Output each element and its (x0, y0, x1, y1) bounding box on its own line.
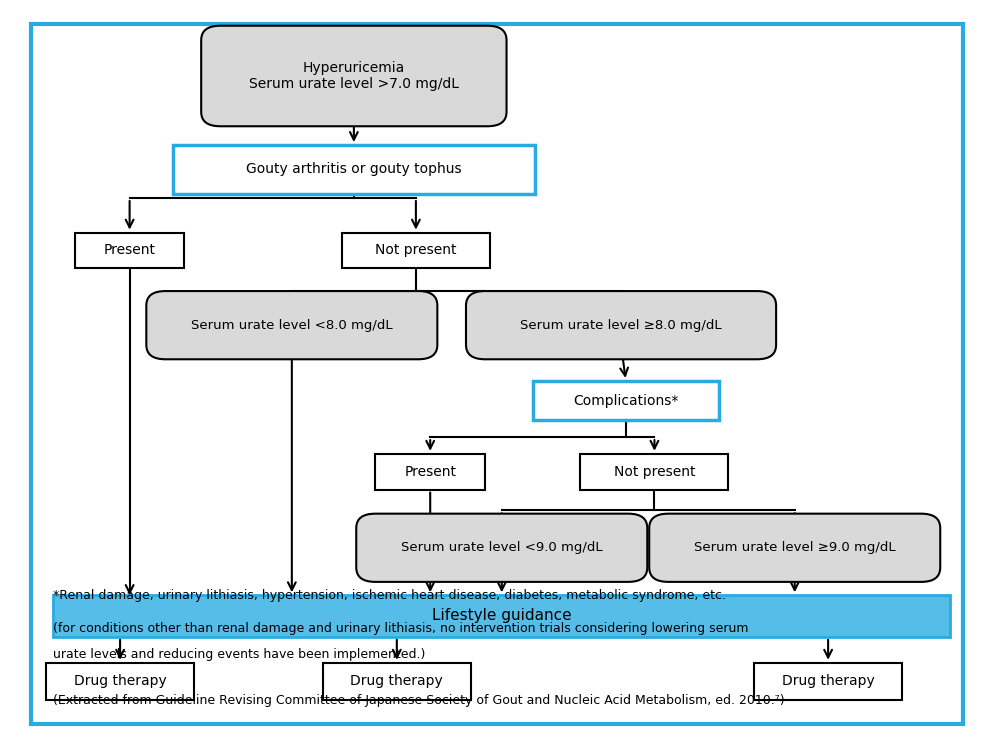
FancyBboxPatch shape (75, 233, 185, 269)
Text: Serum urate level ≥8.0 mg/dL: Serum urate level ≥8.0 mg/dL (520, 319, 722, 331)
FancyBboxPatch shape (342, 233, 490, 269)
FancyBboxPatch shape (46, 663, 194, 700)
FancyBboxPatch shape (201, 25, 507, 126)
Text: *Renal damage, urinary lithiasis, hypertension, ischemic heart disease, diabetes: *Renal damage, urinary lithiasis, hypert… (54, 589, 727, 602)
FancyBboxPatch shape (146, 291, 437, 359)
Text: Hyperuricemia
Serum urate level >7.0 mg/dL: Hyperuricemia Serum urate level >7.0 mg/… (248, 61, 459, 91)
Text: Drug therapy: Drug therapy (351, 675, 443, 688)
Text: Drug therapy: Drug therapy (74, 675, 166, 688)
FancyBboxPatch shape (376, 454, 485, 490)
Text: Gouty arthritis or gouty tophus: Gouty arthritis or gouty tophus (247, 162, 461, 177)
Text: Present: Present (103, 244, 156, 257)
FancyBboxPatch shape (356, 514, 647, 582)
Text: Serum urate level <9.0 mg/dL: Serum urate level <9.0 mg/dL (401, 542, 602, 554)
Text: urate levels and reducing events have been implemented.): urate levels and reducing events have be… (54, 649, 425, 661)
Text: Present: Present (405, 465, 456, 479)
FancyBboxPatch shape (649, 514, 940, 582)
Text: Drug therapy: Drug therapy (781, 675, 875, 688)
Text: Complications*: Complications* (574, 393, 679, 408)
FancyBboxPatch shape (54, 595, 950, 637)
Text: Not present: Not present (375, 244, 456, 257)
FancyBboxPatch shape (754, 663, 903, 700)
Text: Not present: Not present (613, 465, 695, 479)
FancyBboxPatch shape (533, 381, 719, 420)
Text: Serum urate level ≥9.0 mg/dL: Serum urate level ≥9.0 mg/dL (694, 542, 896, 554)
FancyBboxPatch shape (173, 145, 535, 194)
Text: Lifestyle guidance: Lifestyle guidance (432, 608, 572, 624)
Text: (for conditions other than renal damage and urinary lithiasis, no intervention t: (for conditions other than renal damage … (54, 622, 748, 635)
FancyBboxPatch shape (580, 454, 729, 490)
Text: Serum urate level <8.0 mg/dL: Serum urate level <8.0 mg/dL (191, 319, 393, 331)
FancyBboxPatch shape (466, 291, 776, 359)
Text: (Extracted from Guideline Revising Committee of Japanese Society of Gout and Nuc: (Extracted from Guideline Revising Commi… (54, 693, 785, 707)
FancyBboxPatch shape (323, 663, 471, 700)
